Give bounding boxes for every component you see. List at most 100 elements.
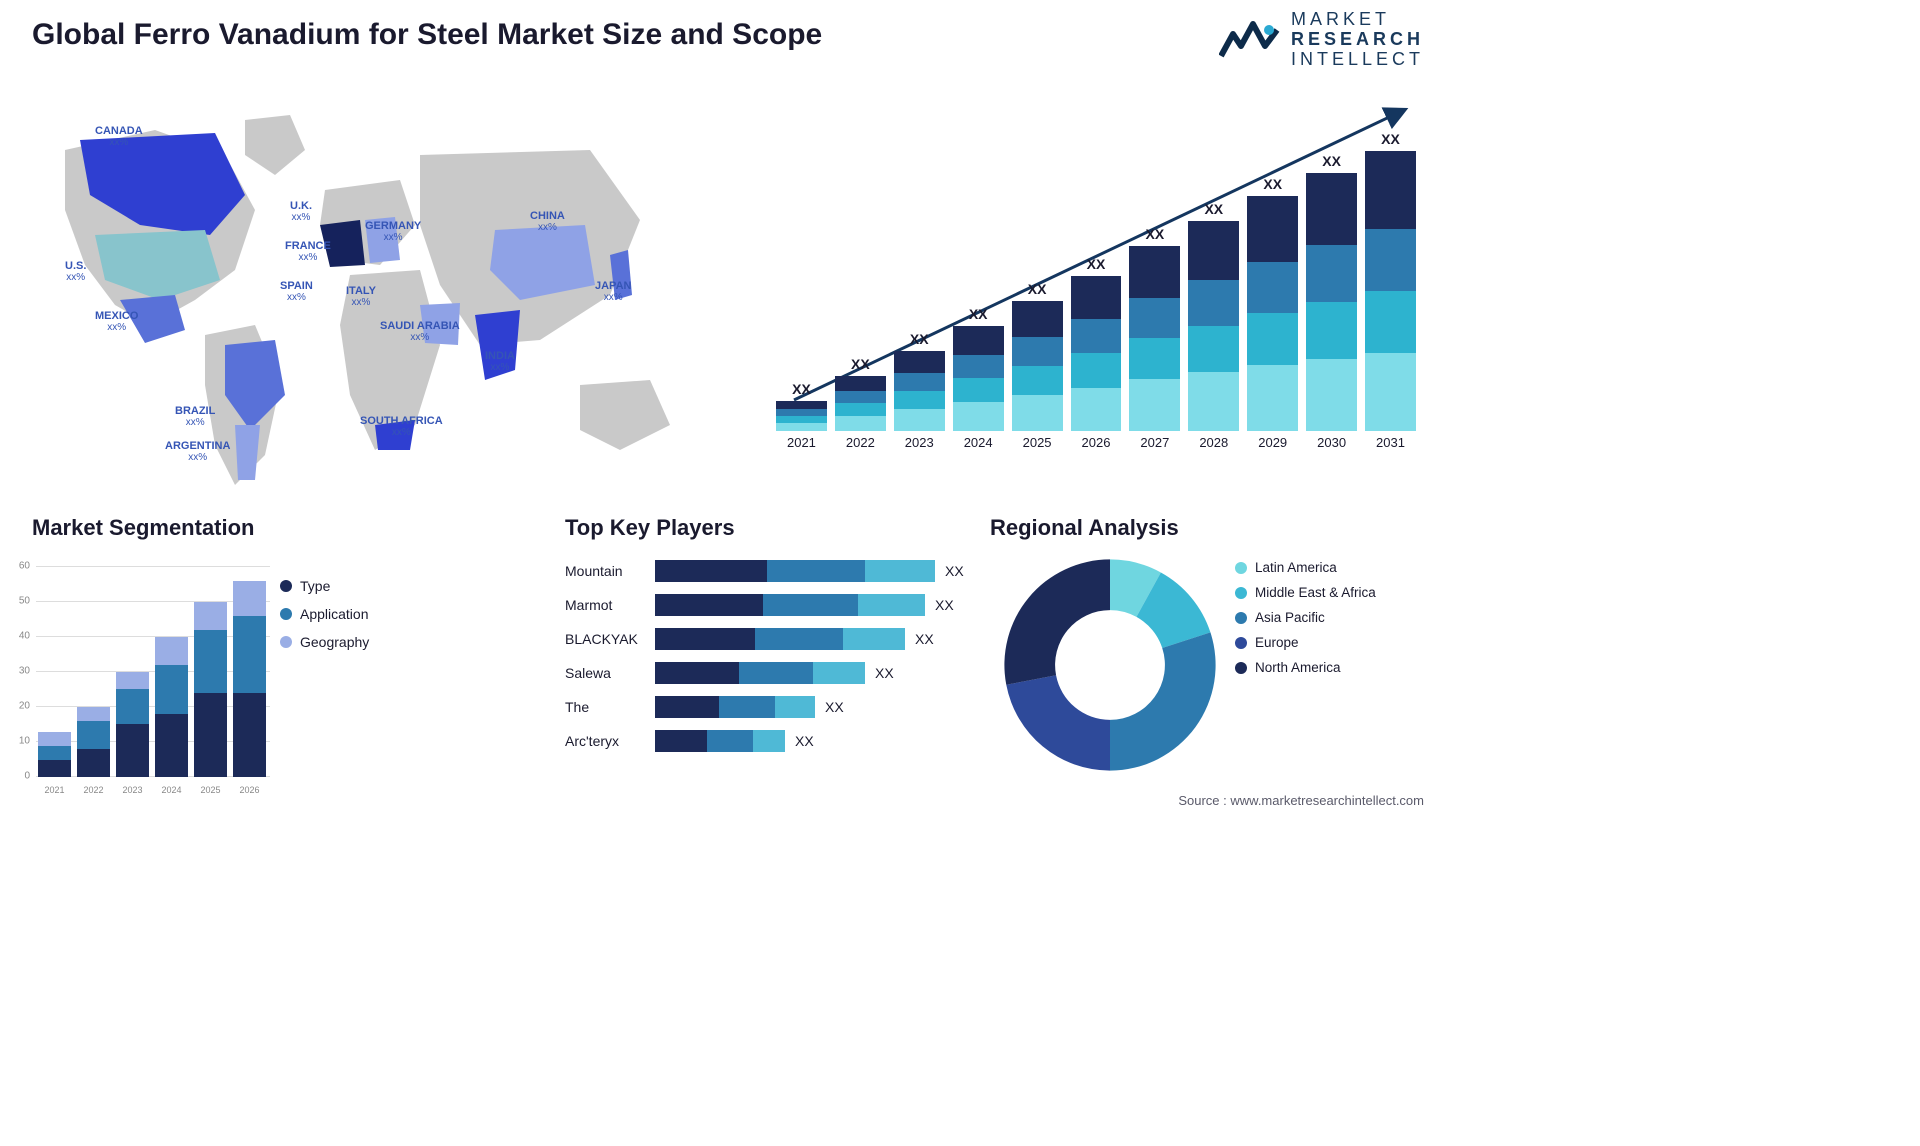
growth-bar-2025: XX 2025 <box>1012 281 1063 450</box>
growth-bar-2026: XX 2026 <box>1071 256 1122 450</box>
segmentation-bar-2022 <box>77 707 110 777</box>
growth-bar-value: XX <box>1028 281 1047 297</box>
growth-bar-2030: XX 2030 <box>1306 153 1357 450</box>
growth-bar-year: 2024 <box>964 435 993 450</box>
logo-line2: RESEARCH <box>1291 30 1424 50</box>
world-map: CANADAxx% U.S.xx% MEXICOxx% BRAZILxx% ARGENT… <box>20 95 720 495</box>
map-label-mexico: MEXICOxx% <box>95 310 138 333</box>
map-label-canada: CANADAxx% <box>95 125 143 148</box>
growth-bar-year: 2028 <box>1199 435 1228 450</box>
map-label-china: CHINAxx% <box>530 210 565 233</box>
donut-slice-north-america <box>1004 559 1110 684</box>
growth-bar-year: 2025 <box>1023 435 1052 450</box>
segmentation-bar-2023 <box>116 672 149 777</box>
map-label-south-africa: SOUTH AFRICAxx% <box>360 415 443 438</box>
player-row-blackyak: BLACKYAK XX <box>565 626 985 652</box>
growth-bar-2021: XX 2021 <box>776 381 827 450</box>
player-row-mountain: Mountain XX <box>565 558 985 584</box>
segmentation-legend-geography: Geography <box>280 634 369 650</box>
player-name: BLACKYAK <box>565 631 655 647</box>
player-value: XX <box>825 699 844 715</box>
regional-donut <box>1000 555 1220 775</box>
regional-title: Regional Analysis <box>990 515 1420 541</box>
player-row-marmot: Marmot XX <box>565 592 985 618</box>
segmentation-bar-2025 <box>194 602 227 777</box>
segmentation-title: Market Segmentation <box>32 515 462 541</box>
map-label-spain: SPAINxx% <box>280 280 313 303</box>
growth-bar-2028: XX 2028 <box>1188 201 1239 450</box>
segmentation-legend-application: Application <box>280 606 369 622</box>
player-row-arc-teryx: Arc'teryx XX <box>565 728 985 754</box>
growth-chart: XX2021XX2022XX2023XX2024XX2025XX2026XX20… <box>776 100 1416 470</box>
segmentation-chart: 0102030405060 202120222023202420252026 <box>10 560 270 795</box>
map-label-germany: GERMANYxx% <box>365 220 421 243</box>
regional-legend-north-america: North America <box>1235 660 1376 675</box>
map-label-u-k-: U.K.xx% <box>290 200 312 223</box>
players-title: Top Key Players <box>565 515 965 541</box>
regional-legend: Latin America Middle East & Africa Asia Pa… <box>1235 560 1376 685</box>
growth-bar-value: XX <box>969 306 988 322</box>
segmentation-legend-type: Type <box>280 578 369 594</box>
growth-bar-year: 2027 <box>1140 435 1169 450</box>
growth-bar-value: XX <box>1381 131 1400 147</box>
growth-bar-2029: XX 2029 <box>1247 176 1298 450</box>
growth-bar-year: 2030 <box>1317 435 1346 450</box>
players-chart: Mountain XX Marmot XX BLACKYAK XX Salewa XX The X… <box>565 558 985 762</box>
growth-bar-year: 2021 <box>787 435 816 450</box>
map-label-japan: JAPANxx% <box>595 280 631 303</box>
player-row-the: The XX <box>565 694 985 720</box>
player-row-salewa: Salewa XX <box>565 660 985 686</box>
player-value: XX <box>935 597 954 613</box>
regional-legend-middle-east-africa: Middle East & Africa <box>1235 585 1376 600</box>
growth-bar-value: XX <box>1204 201 1223 217</box>
growth-bar-year: 2026 <box>1082 435 1111 450</box>
growth-bar-value: XX <box>910 331 929 347</box>
growth-bar-value: XX <box>1146 226 1165 242</box>
player-value: XX <box>875 665 894 681</box>
player-name: Mountain <box>565 563 655 579</box>
segmentation-bar-2026 <box>233 581 266 777</box>
growth-bar-2031: XX 2031 <box>1365 131 1416 450</box>
player-value: XX <box>915 631 934 647</box>
growth-bar-year: 2029 <box>1258 435 1287 450</box>
growth-bar-value: XX <box>1263 176 1282 192</box>
player-name: The <box>565 699 655 715</box>
player-name: Arc'teryx <box>565 733 655 749</box>
logo-mark-icon <box>1219 16 1281 64</box>
growth-bar-2023: XX2023 <box>894 331 945 450</box>
page-title: Global Ferro Vanadium for Steel Market S… <box>32 18 822 52</box>
growth-bar-value: XX <box>1087 256 1106 272</box>
growth-bar-2022: XX 2022 <box>835 356 886 450</box>
source-text: Source : www.marketresearchintellect.com <box>1178 793 1424 808</box>
map-label-france: FRANCExx% <box>285 240 331 263</box>
logo-line1: MARKET <box>1291 10 1424 30</box>
regional-legend-latin-america: Latin America <box>1235 560 1376 575</box>
growth-bar-year: 2022 <box>846 435 875 450</box>
growth-bar-value: XX <box>1322 153 1341 169</box>
logo-line3: INTELLECT <box>1291 50 1424 70</box>
segmentation-bar-2021 <box>38 732 71 778</box>
map-label-india: INDIAxx% <box>485 350 515 373</box>
brand-logo: MARKET RESEARCH INTELLECT <box>1219 10 1424 69</box>
player-name: Marmot <box>565 597 655 613</box>
map-label-italy: ITALYxx% <box>346 285 376 308</box>
donut-slice-europe <box>1006 675 1110 770</box>
growth-bar-2027: XX 2027 <box>1129 226 1180 450</box>
map-label-argentina: ARGENTINAxx% <box>165 440 230 463</box>
growth-bar-value: XX <box>792 381 811 397</box>
regional-legend-europe: Europe <box>1235 635 1376 650</box>
donut-slice-asia-pacific <box>1110 632 1216 770</box>
growth-bar-year: 2031 <box>1376 435 1405 450</box>
map-label-u-s-: U.S.xx% <box>65 260 86 283</box>
map-label-saudi-arabia: SAUDI ARABIAxx% <box>380 320 460 343</box>
growth-bar-2024: XX 2024 <box>953 306 1004 450</box>
regional-legend-asia-pacific: Asia Pacific <box>1235 610 1376 625</box>
player-value: XX <box>795 733 814 749</box>
logo-text: MARKET RESEARCH INTELLECT <box>1291 10 1424 69</box>
segmentation-legend: Type Application Geography <box>280 578 369 662</box>
player-name: Salewa <box>565 665 655 681</box>
map-label-brazil: BRAZILxx% <box>175 405 215 428</box>
player-value: XX <box>945 563 964 579</box>
segmentation-bar-2024 <box>155 637 188 777</box>
growth-bar-value: XX <box>851 356 870 372</box>
